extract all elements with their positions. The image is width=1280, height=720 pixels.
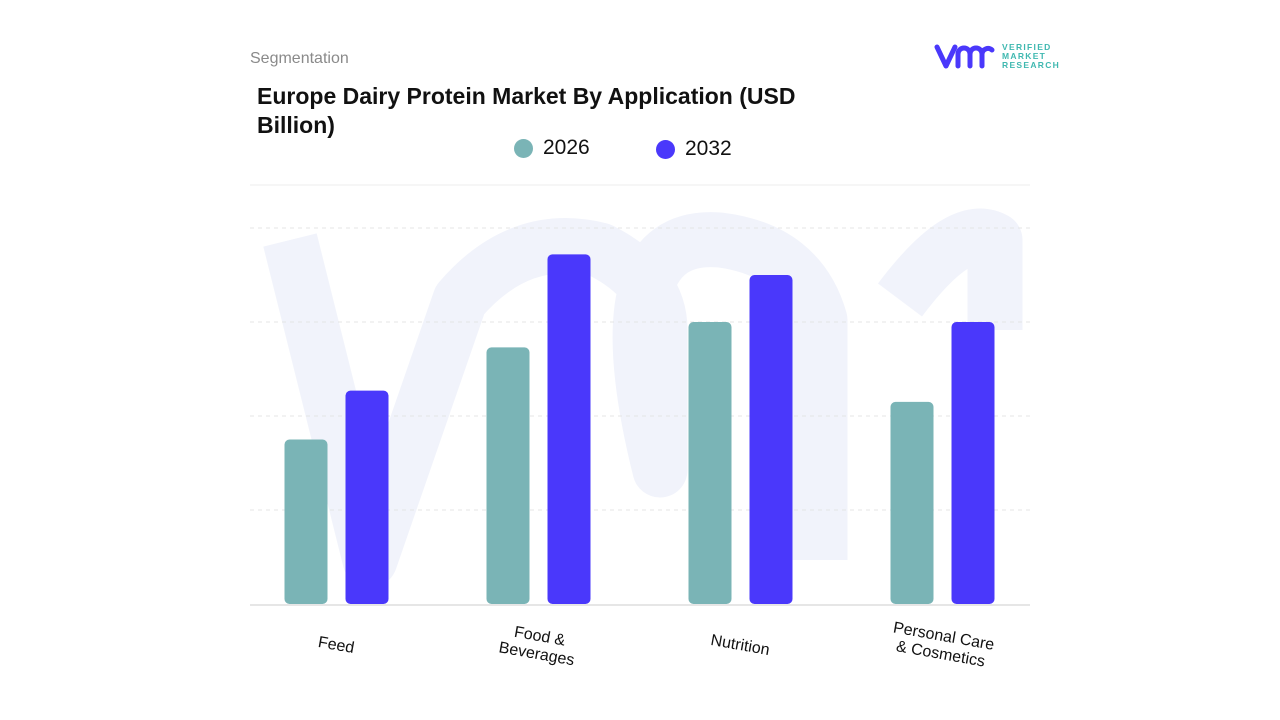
bar-2026-nutrition xyxy=(688,322,732,604)
bar-2032-nutrition xyxy=(749,275,793,604)
logo-line: MARKET xyxy=(1002,50,1047,61)
watermark-logo xyxy=(263,208,1023,588)
section-label: Segmentation xyxy=(250,50,349,67)
logo-line: VERIFIED xyxy=(1002,41,1052,52)
chart-title: Europe Dairy Protein Market By Applicati… xyxy=(257,83,796,138)
legend-swatch-2032 xyxy=(656,139,675,159)
legend-item-2026: 2026 xyxy=(514,136,590,160)
vmr-logo-icon xyxy=(934,44,995,69)
bar-2026-feed xyxy=(284,439,328,604)
logo-text: VERIFIED MARKET RESEARCH xyxy=(1002,41,1061,70)
logo-line: RESEARCH xyxy=(1002,59,1061,70)
brand-logo: VERIFIED MARKET RESEARCH xyxy=(934,42,1060,70)
bar-2032-feed xyxy=(345,390,389,604)
legend-label: 2032 xyxy=(685,137,732,160)
legend-item-2032: 2032 xyxy=(656,137,732,161)
bar-2026-personal-care-cosmetics xyxy=(890,401,934,604)
legend-swatch-2026 xyxy=(514,138,533,158)
bar-2032-personal-care-cosmetics xyxy=(951,322,995,604)
legend-label: 2026 xyxy=(543,136,590,159)
bar-2032-food-beverages xyxy=(547,254,591,604)
bar-2026-food-beverages xyxy=(486,347,530,604)
